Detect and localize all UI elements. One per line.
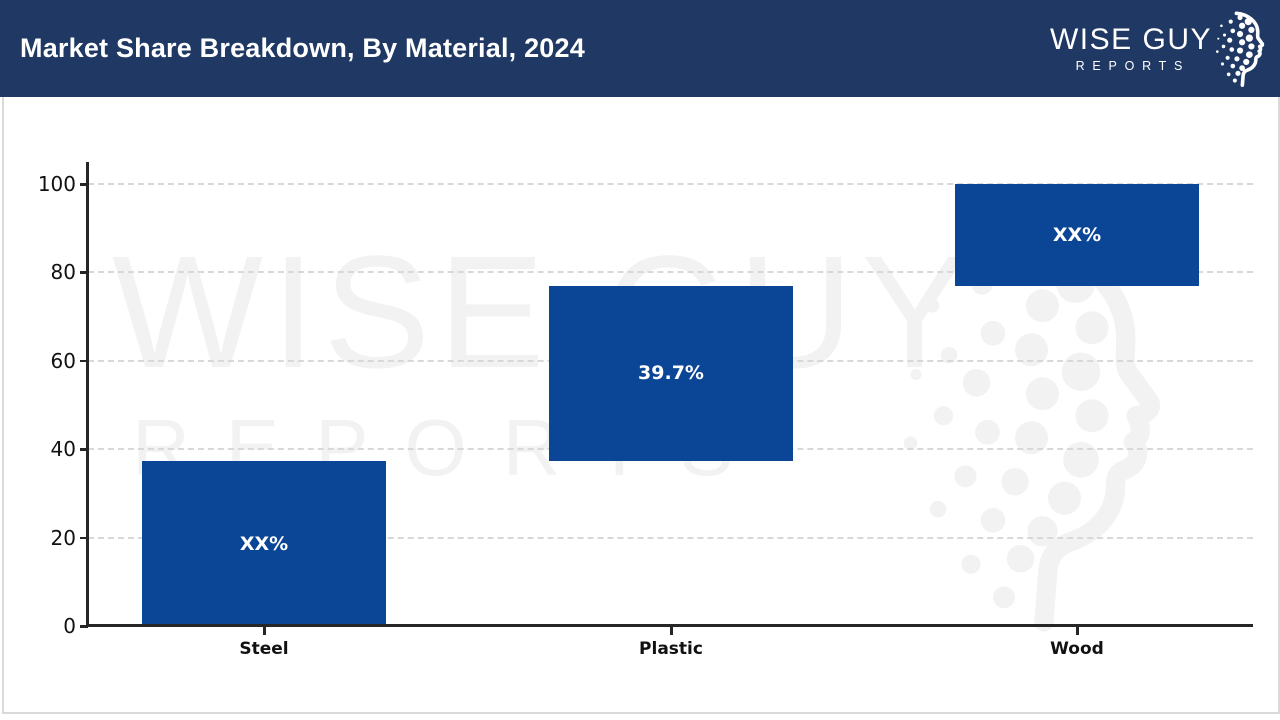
category-label-steel: Steel — [239, 639, 289, 659]
y-tick-label-0: 0 — [63, 614, 76, 638]
category-label-wood: Wood — [1050, 639, 1104, 659]
y-tick-label-80: 80 — [50, 260, 76, 285]
y-tick-label-60: 60 — [50, 348, 76, 373]
gridline-80 — [88, 271, 1253, 274]
gridline-20 — [88, 536, 1253, 539]
dotted-head-profile-icon — [1216, 11, 1265, 87]
y-tick-80 — [80, 271, 88, 274]
y-tick-60 — [80, 359, 88, 363]
bar-plastic: 39.7% — [549, 285, 793, 462]
x-axis — [86, 624, 1253, 627]
watermark-wordmark: WISE GUY — [112, 222, 977, 401]
y-tick-20 — [80, 536, 88, 540]
category-label-plastic: Plastic — [639, 639, 703, 659]
logo-text: WISE GUY REPORTS — [1049, 22, 1212, 73]
bar-value-label-plastic: 39.7% — [638, 362, 704, 385]
gridline-100 — [88, 183, 1253, 185]
logo-wordmark: WISE GUY — [1049, 22, 1212, 56]
y-axis — [86, 162, 89, 627]
bar-wood: XX% — [955, 184, 1199, 286]
x-tick-steel — [263, 627, 266, 635]
bar-value-label-steel: XX% — [239, 532, 289, 555]
y-tick-0 — [80, 625, 88, 628]
y-tick-label-40: 40 — [50, 437, 76, 462]
wiseguy-logo: WISE GUY REPORTS — [1050, 10, 1270, 88]
x-tick-plastic — [670, 627, 673, 635]
bar-value-label-wood: XX% — [1052, 223, 1102, 246]
bar-steel: XX% — [142, 461, 386, 626]
logo-subtitle: REPORTS — [1075, 58, 1191, 73]
page-title: Market Share Breakdown, By Material, 202… — [20, 33, 585, 63]
y-tick-40 — [80, 448, 88, 451]
y-tick-label-20: 20 — [50, 525, 76, 550]
y-tick-100 — [80, 183, 88, 186]
header-bar: Market Share Breakdown, By Material, 202… — [0, 0, 1280, 97]
y-tick-label-100: 100 — [37, 172, 76, 196]
x-tick-wood — [1076, 627, 1079, 635]
